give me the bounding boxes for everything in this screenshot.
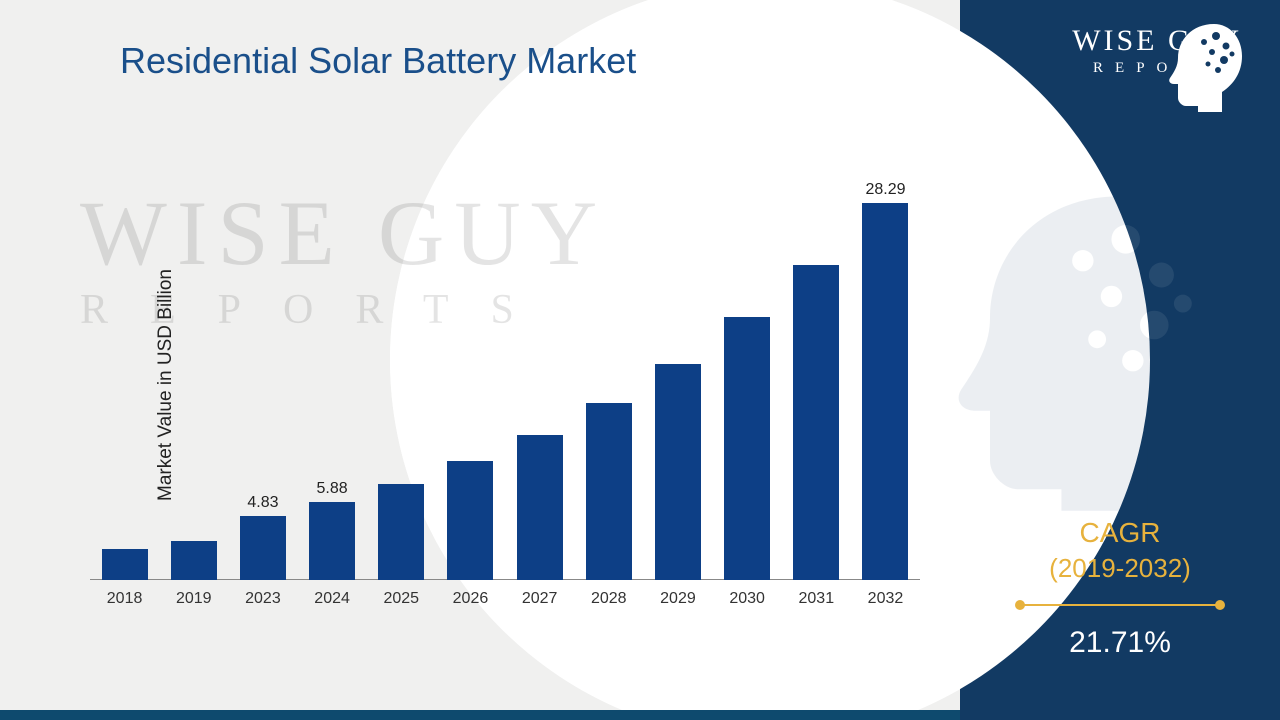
- bar-rect: [586, 403, 632, 580]
- cagr-label: CAGR: [990, 517, 1250, 549]
- bar-value-label: 28.29: [865, 181, 905, 199]
- bar-value-label: 4.83: [247, 494, 278, 512]
- stage: Residential Solar Battery Market WISE GU…: [0, 0, 1280, 720]
- bar-slot: 28.292032: [851, 181, 920, 580]
- bar-category-label: 2032: [868, 580, 904, 608]
- bar-slot: 5.882024: [298, 480, 367, 580]
- bars-container: 201820194.8320235.8820242025202620272028…: [90, 180, 920, 580]
- bar-category-label: 2018: [107, 580, 143, 608]
- bar-slot: 2019: [159, 519, 228, 580]
- bar-category-label: 2023: [245, 580, 281, 608]
- bar-rect: [309, 502, 355, 580]
- brand-head-icon: [1164, 20, 1248, 114]
- bar-rect: [655, 364, 701, 580]
- bar-category-label: 2027: [522, 580, 558, 608]
- cagr-period: (2019-2032): [990, 553, 1250, 584]
- bar-category-label: 2029: [660, 580, 696, 608]
- chart-area: Market Value in USD Billion 201820194.83…: [60, 150, 920, 620]
- bar-value-label: 5.88: [317, 480, 348, 498]
- bar-rect: [793, 265, 839, 580]
- bar-category-label: 2024: [314, 580, 350, 608]
- bar-rect: [102, 549, 148, 580]
- bar-slot: 2030: [713, 295, 782, 580]
- bar-slot: 4.832023: [228, 494, 297, 580]
- bar-slot: 2029: [643, 342, 712, 580]
- bar-rect: [240, 516, 286, 580]
- bar-slot: 2018: [90, 527, 159, 580]
- chart-title: Residential Solar Battery Market: [120, 40, 636, 82]
- bar-slot: 2031: [782, 243, 851, 580]
- bar-category-label: 2031: [799, 580, 835, 608]
- bar-rect: [447, 461, 493, 580]
- cagr-value: 21.71%: [990, 626, 1250, 660]
- bar-rect: [517, 435, 563, 580]
- bar-rect: [862, 203, 908, 580]
- bar-category-label: 2030: [729, 580, 765, 608]
- bar-rect: [378, 484, 424, 580]
- bar-rect: [724, 317, 770, 580]
- bar-rect: [171, 541, 217, 580]
- bar-slot: 2027: [505, 413, 574, 580]
- bar-category-label: 2025: [383, 580, 419, 608]
- bar-category-label: 2026: [453, 580, 489, 608]
- brand-logo: WISE GUY REPORTS: [1072, 24, 1242, 77]
- bar-slot: 2025: [367, 462, 436, 580]
- bar-category-label: 2028: [591, 580, 627, 608]
- cagr-block: CAGR (2019-2032) 21.71%: [990, 517, 1250, 660]
- bottom-accent-bar: [0, 710, 960, 720]
- bar-slot: 2026: [436, 439, 505, 580]
- bar-category-label: 2019: [176, 580, 212, 608]
- bar-slot: 2028: [574, 381, 643, 580]
- cagr-divider: [1020, 604, 1220, 606]
